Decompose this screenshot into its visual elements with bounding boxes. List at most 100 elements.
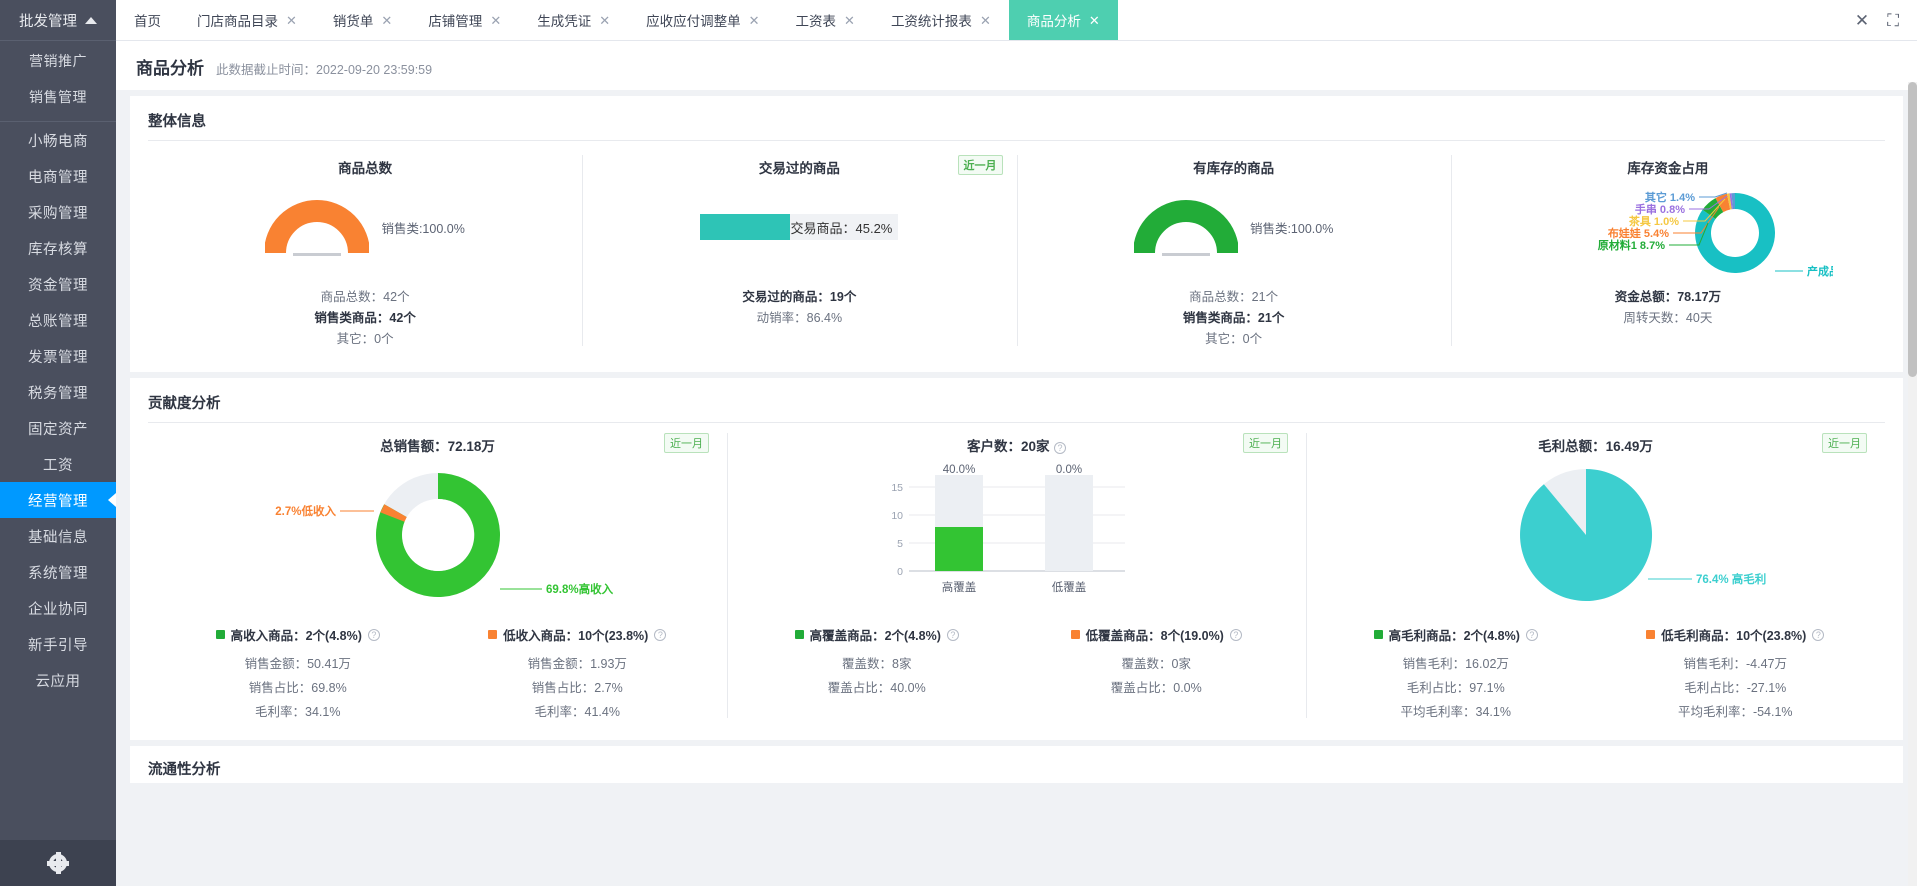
sidebar: 批发管理 营销推广 销售管理 小畅电商 电商管理 采购管理 库存核算 资金管理 … xyxy=(0,0,116,886)
help-icon[interactable]: ? xyxy=(367,628,380,641)
tab-close-icon[interactable]: ✕ xyxy=(1088,12,1100,28)
sidebar-item-label: 工资 xyxy=(43,457,73,474)
badge-recent-month: 近一月 xyxy=(1822,433,1867,453)
tab-home[interactable]: 首页 xyxy=(116,0,179,40)
gross-profit-pie-chart: 76.4% 高毛利 xyxy=(1519,469,1766,601)
tab-close-icon[interactable]: ✕ xyxy=(286,12,297,28)
sidebar-item-invoice[interactable]: 发票管理 xyxy=(0,338,116,374)
legend-line: 覆盖数：0家 xyxy=(1121,657,1191,671)
sidebar-item-basic-info[interactable]: 基础信息 xyxy=(0,518,116,554)
legend-color-dot xyxy=(1070,630,1080,639)
tab-store-management[interactable]: 店铺管理 ✕ xyxy=(410,0,519,40)
help-icon[interactable]: ? xyxy=(1053,442,1066,454)
tab-close-icon[interactable]: ✕ xyxy=(748,12,760,28)
tab-sales-order[interactable]: 销货单 ✕ xyxy=(315,0,410,40)
legend-line: 覆盖数：8家 xyxy=(842,657,912,671)
content-scroll-area[interactable]: 商品分析 此数据截止时间：2022-09-20 23:59:59 整体信息 商品… xyxy=(116,41,1917,886)
legend-line: 毛利占比：-27.1% xyxy=(1684,681,1787,695)
sidebar-item-collaboration[interactable]: 企业协同 xyxy=(0,590,116,626)
legend-title: 高毛利商品：2个(4.8%) ? xyxy=(1316,625,1596,644)
contribution-panel: 贡献度分析 总销售额：72.18万 近一月 xyxy=(130,378,1903,740)
stat-line: 资金总额：78.17万 xyxy=(1614,290,1722,304)
bar-area: 交易商品：45.2% xyxy=(588,181,1010,273)
legend-label: 高覆盖商品：2个(4.8%) xyxy=(809,629,941,643)
card-customer-count: 客户数：20家 ? 近一月 40.0% 0.0% 15 10 xyxy=(727,429,1306,724)
donut-label-finished-goods: 产成品 82.7% xyxy=(1807,264,1833,278)
sidebar-item-purchase[interactable]: 采购管理 xyxy=(0,194,116,230)
tab-close-icon[interactable]: ✕ xyxy=(844,12,855,28)
tab-payroll-stats-report[interactable]: 工资统计报表 ✕ xyxy=(873,0,1009,40)
page-title: 商品分析 xyxy=(136,59,204,78)
help-icon[interactable]: ? xyxy=(1229,628,1242,641)
sidebar-item-fixed-assets[interactable]: 固定资产 xyxy=(0,410,116,446)
window-maximize-icon[interactable]: ⛶ xyxy=(1887,10,1899,30)
tab-ar-ap-adjustment[interactable]: 应收应付调整单 ✕ xyxy=(628,0,777,40)
card-title: 库存资金占用 xyxy=(1627,161,1709,176)
overall-info-title: 整体信息 xyxy=(148,114,206,130)
legend-group-high-coverage: 高覆盖商品：2个(4.8%) ? 覆盖数：8家 覆盖占比：40.0% xyxy=(737,625,1017,700)
sidebar-item-xiaochang-ecom[interactable]: 小畅电商 xyxy=(0,122,116,158)
y-tick-10: 10 xyxy=(891,510,903,522)
sidebar-item-operations[interactable]: 经营管理 xyxy=(0,482,116,518)
help-icon[interactable]: ? xyxy=(946,628,959,641)
sidebar-item-payroll[interactable]: 工资 xyxy=(0,446,116,482)
card-title: 商品总数 xyxy=(338,161,393,176)
window-controls: ✕ ⛶ xyxy=(1837,0,1917,40)
legend-title: 低覆盖商品：8个(19.0%) ? xyxy=(1017,625,1297,644)
progress-bar: 交易商品：45.2% xyxy=(700,214,899,240)
tab-store-product-catalog[interactable]: 门店商品目录 ✕ xyxy=(179,0,315,40)
scrollbar-thumb[interactable] xyxy=(1908,82,1917,377)
sidebar-item-marketing[interactable]: 营销推广 xyxy=(0,43,116,79)
content-scrollbar[interactable] xyxy=(1908,82,1917,886)
sidebar-item-ledger[interactable]: 总账管理 xyxy=(0,302,116,338)
legend-label: 低收入商品：10个(23.8%) xyxy=(503,629,649,643)
sidebar-item-guide[interactable]: 新手引导 xyxy=(0,626,116,662)
tab-close-icon[interactable]: ✕ xyxy=(979,12,991,28)
help-icon[interactable]: ? xyxy=(1812,628,1825,641)
tab-close-icon[interactable]: ✕ xyxy=(381,12,393,28)
help-icon[interactable]: ? xyxy=(654,628,667,641)
sidebar-item-inventory[interactable]: 库存核算 xyxy=(0,230,116,266)
stat-line: 销售类商品：21个 xyxy=(1182,311,1285,325)
bar-high-coverage xyxy=(934,527,983,571)
stat-line: 商品总数：42个 xyxy=(320,290,410,304)
legend-line: 销售金额：50.41万 xyxy=(244,657,351,671)
card-title-wrap: 商品总数 xyxy=(154,157,576,177)
gauge-area: 销售类:100.0% xyxy=(154,181,576,273)
window-close-icon[interactable]: ✕ xyxy=(1854,10,1870,30)
legend-line: 毛利率：34.1% xyxy=(255,705,341,719)
legend-line: 覆盖占比：0.0% xyxy=(1110,681,1202,695)
overall-cards-row: 商品总数 销售类:100.0% xyxy=(148,147,1885,356)
divider xyxy=(148,422,1885,423)
legend-color-dot xyxy=(1646,630,1656,639)
sidebar-item-cloud-apps[interactable]: 云应用 xyxy=(0,662,116,698)
tab-close-icon[interactable]: ✕ xyxy=(490,12,502,28)
stat-line: 其它：0个 xyxy=(1205,332,1263,346)
gear-icon xyxy=(47,852,69,874)
tab-generate-voucher[interactable]: 生成凭证 ✕ xyxy=(519,0,628,40)
sidebar-header[interactable]: 批发管理 xyxy=(0,0,116,41)
card-head: 客户数：20家 ? 近一月 xyxy=(737,433,1296,457)
tab-label: 工资表 xyxy=(795,14,837,29)
legend-label: 低覆盖商品：8个(19.0%) xyxy=(1085,629,1224,643)
sidebar-item-sales[interactable]: 销售管理 xyxy=(0,79,116,115)
help-icon[interactable]: ? xyxy=(1525,628,1538,641)
gauge-area: 销售类:100.0% xyxy=(1023,181,1445,273)
sidebar-settings-button[interactable] xyxy=(0,840,116,886)
legend-group-low-coverage: 低覆盖商品：8个(19.0%) ? 覆盖数：0家 覆盖占比：0.0% xyxy=(1017,625,1297,700)
tab-close-icon[interactable]: ✕ xyxy=(599,12,611,28)
legend-title: 低收入商品：10个(23.8%) ? xyxy=(438,625,718,644)
sidebar-item-system[interactable]: 系统管理 xyxy=(0,554,116,590)
sidebar-item-tax[interactable]: 税务管理 xyxy=(0,374,116,410)
legend-group-low-income: 低收入商品：10个(23.8%) ? 销售金额：1.93万 销售占比：2.7% … xyxy=(438,625,718,724)
y-tick-15: 15 xyxy=(891,482,903,494)
sidebar-item-funds[interactable]: 资金管理 xyxy=(0,266,116,302)
tab-product-analysis[interactable]: 商品分析 ✕ xyxy=(1008,0,1118,40)
tab-payroll-sheet[interactable]: 工资表 ✕ xyxy=(778,0,873,40)
y-tick-0: 0 xyxy=(897,566,903,578)
legend-line: 平均毛利率：-54.1% xyxy=(1677,705,1793,719)
card-title: 客户数：20家 xyxy=(967,439,1050,454)
badge-recent-month: 近一月 xyxy=(957,155,1003,175)
sidebar-item-ecom-mgmt[interactable]: 电商管理 xyxy=(0,158,116,194)
